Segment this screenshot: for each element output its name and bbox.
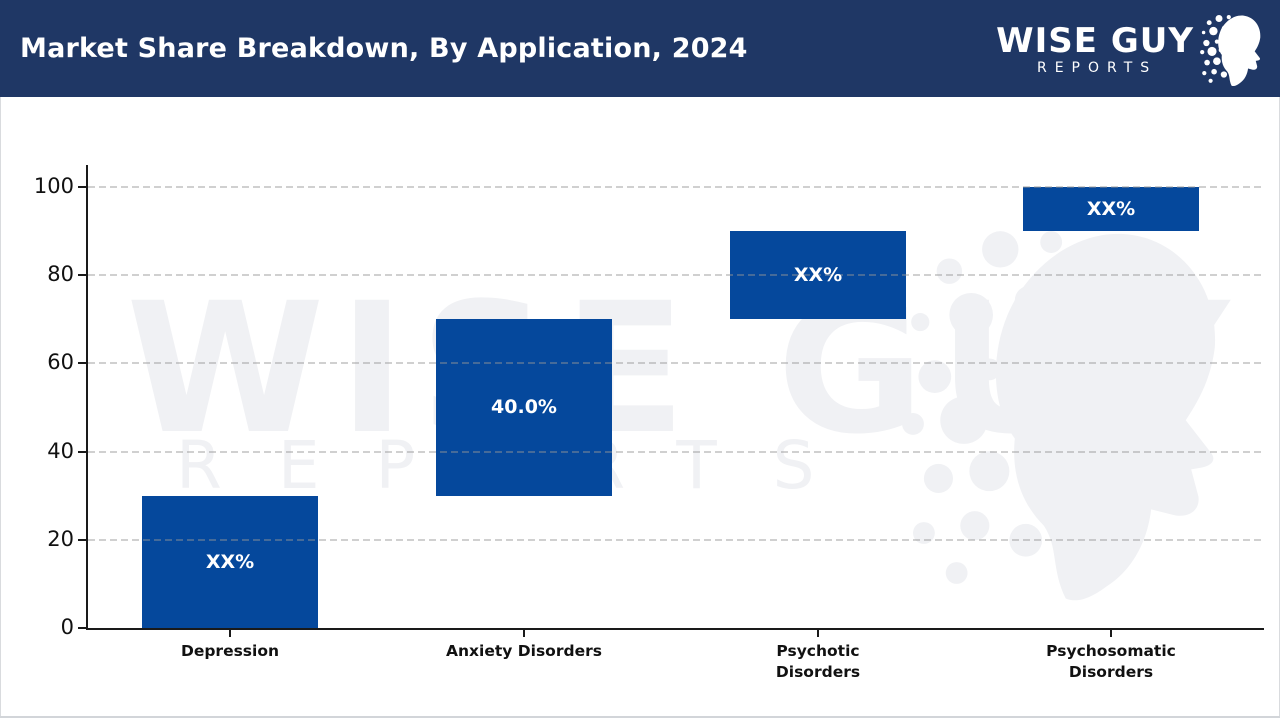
y-axis-tick — [78, 362, 86, 365]
bar-segment — [436, 319, 612, 496]
page-title: Market Share Breakdown, By Application, … — [20, 33, 748, 64]
x-category-label: Psychosomatic Disorders — [1046, 642, 1176, 682]
y-tick-label: 40 — [47, 438, 74, 463]
footer-divider — [0, 716, 1280, 718]
y-axis-tick — [78, 450, 86, 453]
x-axis-tick — [523, 630, 525, 637]
bar-value-label: XX% — [1086, 198, 1136, 221]
grid-line — [88, 538, 1264, 541]
x-axis-tick — [817, 630, 819, 637]
bar-segment — [1023, 187, 1199, 232]
x-category-label: Depression — [180, 642, 280, 660]
y-tick-label: 60 — [47, 350, 74, 375]
logo-line1: WISE GUY — [996, 20, 1194, 61]
y-tick-label: 80 — [47, 262, 74, 287]
grid-line — [88, 450, 1264, 453]
y-axis-tick — [78, 538, 86, 541]
grid-line — [88, 362, 1264, 365]
bar-segment — [730, 231, 906, 320]
y-tick-label: 0 — [60, 615, 74, 639]
x-category-label: Anxiety Disorders — [446, 642, 602, 660]
bar-value-label: XX% — [793, 264, 843, 287]
watermark-head-icon — [902, 231, 1216, 601]
bar-value-label: 40.0% — [491, 396, 557, 419]
y-axis-tick — [78, 627, 86, 629]
y-axis-tick — [78, 186, 86, 188]
bar-segment — [142, 495, 318, 628]
bar-value-label: XX% — [205, 550, 255, 573]
x-axis-tick — [1110, 630, 1112, 637]
grid-line — [88, 274, 1264, 277]
x-axis-line — [86, 628, 1264, 630]
logo-line2: REPORTS — [1036, 60, 1158, 77]
grid-line — [88, 186, 1264, 188]
x-axis-tick — [229, 630, 231, 637]
logo-wordmark: WISE GUY REPORTS — [996, 20, 1194, 77]
y-axis-line — [86, 165, 88, 630]
y-tick-label: 100 — [33, 174, 74, 198]
y-tick-label: 20 — [47, 526, 74, 551]
waterfall-chart: WISE GUY REPORTS 020406080100XX%Depressi… — [0, 97, 1280, 716]
x-category-label: Psychotic Disorders — [775, 642, 861, 682]
y-axis-tick — [78, 274, 86, 277]
header-bar: Market Share Breakdown, By Application, … — [0, 0, 1280, 97]
wise-guy-head-icon — [1200, 15, 1261, 87]
left-border — [0, 97, 1, 718]
wise-guy-reports-logo: WISE GUY REPORTS — [996, 9, 1268, 91]
